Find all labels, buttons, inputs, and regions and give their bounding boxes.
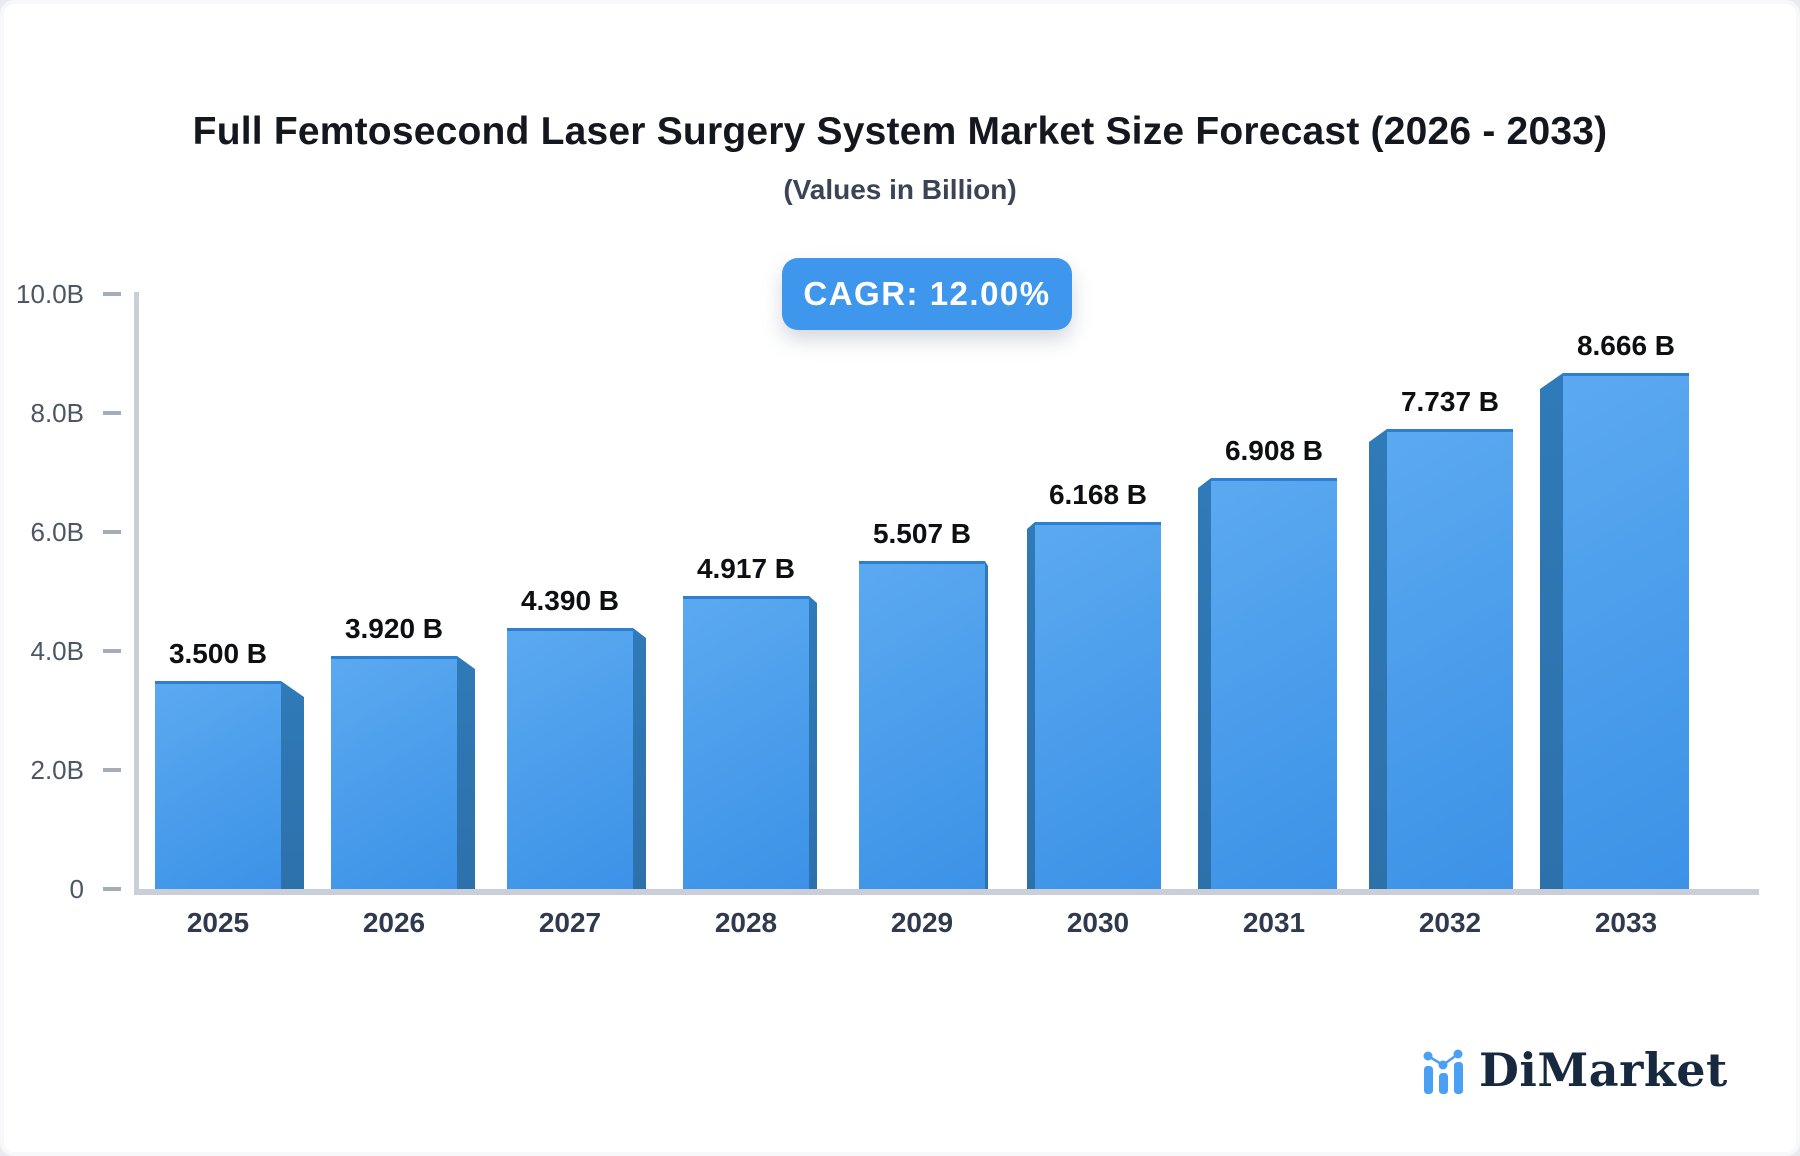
bar-2027[interactable] (507, 628, 633, 889)
bar-value-label: 6.168 B (1048, 479, 1148, 510)
bar-2025[interactable] (155, 681, 281, 889)
y-tick-label: 0 (69, 874, 84, 904)
brand-logo: DiMarket (1422, 1042, 1728, 1094)
y-tick-dash (103, 411, 121, 415)
bar-3d-side (281, 681, 304, 889)
bar-3d-side (809, 596, 817, 889)
y-tick-dash (103, 768, 121, 772)
brand-logo-text: DiMarket (1479, 1043, 1728, 1097)
y-tick-dash (103, 530, 121, 534)
x-axis-label: 2032 (1418, 907, 1482, 938)
bar-2029[interactable] (859, 561, 985, 889)
y-tick-label: 2.0B (30, 755, 85, 785)
bar-3d-side (1540, 373, 1563, 889)
y-tick-dash (103, 649, 121, 653)
x-axis-label: 2025 (186, 907, 250, 938)
bar-3d-side (633, 628, 646, 889)
bar-2033[interactable] (1563, 373, 1689, 889)
bar-3d-side (1027, 522, 1035, 889)
y-tick-label: 8.0B (30, 398, 85, 428)
mini-bar-chart-logo-icon (1422, 1048, 1466, 1094)
bar-value-label: 6.908 B (1224, 435, 1324, 466)
x-axis-label: 2030 (1066, 907, 1130, 938)
x-axis-label: 2027 (538, 907, 602, 938)
x-axis-label: 2028 (714, 907, 778, 938)
y-tick-dash (103, 887, 121, 891)
bar-value-label: 4.917 B (696, 553, 796, 584)
cagr-badge: CAGR: 12.00% (782, 258, 1072, 330)
chart-title: Full Femtosecond Laser Surgery System Ma… (192, 110, 1608, 153)
bar-3d-side (985, 561, 988, 889)
y-tick-label: 6.0B (30, 517, 85, 547)
y-tick-label: 10.0B (16, 279, 84, 309)
x-axis-label: 2031 (1242, 907, 1306, 938)
bar-2026[interactable] (331, 656, 457, 889)
bar-3d-side (1198, 478, 1211, 889)
bar-value-label: 4.390 B (520, 585, 620, 616)
cagr-badge-label: CAGR: 12.00% (803, 275, 1051, 312)
y-tick-dash (103, 292, 121, 296)
bar-2031[interactable] (1211, 478, 1337, 889)
chart-subtitle: (Values in Billion) (783, 174, 1017, 205)
bar-2028[interactable] (683, 596, 809, 889)
bar-3d-side (457, 656, 475, 889)
bar-3d-side (1369, 429, 1387, 889)
bar-value-label: 5.507 B (872, 518, 972, 549)
bar-2030[interactable] (1035, 522, 1161, 889)
x-axis-line (134, 889, 1759, 895)
x-axis-label: 2029 (890, 907, 954, 938)
x-axis-label: 2026 (362, 907, 426, 938)
x-axis-label: 2033 (1594, 907, 1658, 938)
bar-value-label: 8.666 B (1576, 330, 1676, 361)
y-axis-line (134, 292, 139, 892)
bar-value-label: 3.920 B (344, 613, 444, 644)
bar-value-label: 3.500 B (168, 638, 268, 669)
bar-value-label: 7.737 B (1400, 386, 1500, 417)
y-tick-label: 4.0B (30, 636, 85, 666)
bar-2032[interactable] (1387, 429, 1513, 889)
